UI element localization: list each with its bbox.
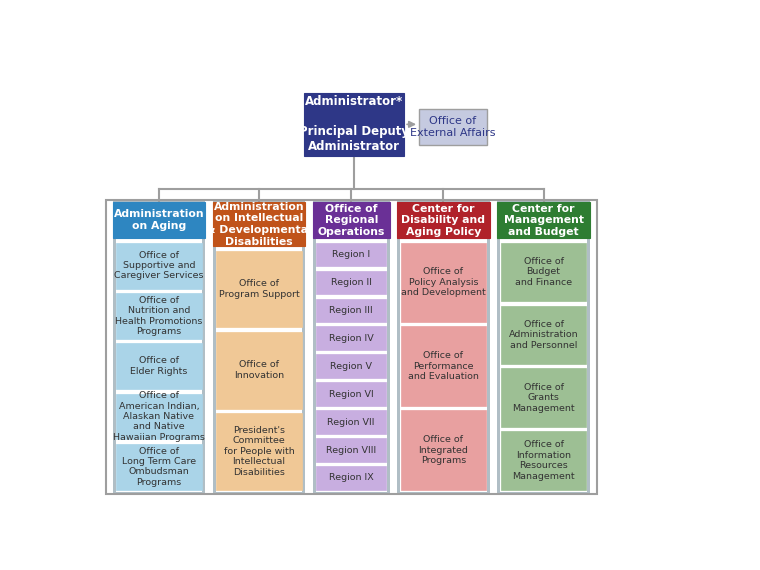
- Text: Center for
Disability and
Aging Policy: Center for Disability and Aging Policy: [401, 203, 486, 237]
- FancyBboxPatch shape: [316, 438, 386, 462]
- Text: Center for
Management
and Budget: Center for Management and Budget: [504, 203, 584, 237]
- Text: Office of
Information
Resources
Management: Office of Information Resources Manageme…: [512, 441, 575, 481]
- FancyBboxPatch shape: [501, 243, 586, 301]
- Text: Office of
American Indian,
Alaskan Native
and Native
Hawaiian Programs: Office of American Indian, Alaskan Nativ…: [113, 391, 205, 442]
- Text: Region I: Region I: [332, 250, 370, 259]
- FancyBboxPatch shape: [116, 343, 201, 389]
- FancyBboxPatch shape: [316, 327, 386, 350]
- FancyBboxPatch shape: [401, 243, 486, 322]
- FancyBboxPatch shape: [116, 393, 201, 439]
- FancyBboxPatch shape: [316, 410, 386, 434]
- Text: Office of
Supportive and
Caregiver Services: Office of Supportive and Caregiver Servi…: [114, 251, 204, 280]
- Text: Office of
Program Support: Office of Program Support: [219, 279, 299, 299]
- Text: Office of
Long Term Care
Ombudsman
Programs: Office of Long Term Care Ombudsman Progr…: [122, 447, 196, 487]
- Bar: [497, 200, 590, 494]
- FancyBboxPatch shape: [313, 202, 389, 238]
- Text: Administration
on Intellectual
& Developmental
Disabilities: Administration on Intellectual & Develop…: [206, 202, 312, 247]
- Text: Region III: Region III: [329, 306, 373, 315]
- Text: Office of
Integrated
Programs: Office of Integrated Programs: [419, 435, 468, 465]
- FancyBboxPatch shape: [316, 466, 386, 490]
- FancyBboxPatch shape: [316, 243, 386, 266]
- FancyBboxPatch shape: [397, 202, 489, 238]
- Text: Region VII: Region VII: [328, 418, 375, 426]
- FancyBboxPatch shape: [213, 202, 306, 246]
- FancyBboxPatch shape: [217, 251, 302, 327]
- FancyBboxPatch shape: [112, 202, 205, 238]
- Bar: [313, 200, 389, 494]
- Bar: [400, 202, 486, 492]
- FancyBboxPatch shape: [419, 109, 486, 145]
- Text: Administrator*

Principal Deputy
Administrator: Administrator* Principal Deputy Administ…: [299, 95, 409, 153]
- Text: Office of
Regional
Operations: Office of Regional Operations: [318, 203, 385, 237]
- Text: Office of
Innovation: Office of Innovation: [234, 360, 284, 380]
- Bar: [213, 200, 306, 494]
- Text: Office of
Elder Rights: Office of Elder Rights: [130, 356, 188, 376]
- Bar: [500, 202, 587, 492]
- FancyBboxPatch shape: [401, 327, 486, 406]
- Text: President's
Committee
for People with
Intellectual
Disabilities: President's Committee for People with In…: [223, 426, 294, 477]
- Bar: [106, 200, 597, 494]
- Text: Administration
on Aging: Administration on Aging: [113, 209, 204, 231]
- Text: Office of
Budget
and Finance: Office of Budget and Finance: [515, 257, 572, 287]
- FancyBboxPatch shape: [501, 431, 586, 490]
- Bar: [216, 202, 302, 492]
- Bar: [112, 200, 205, 494]
- FancyBboxPatch shape: [116, 444, 201, 490]
- FancyBboxPatch shape: [217, 332, 302, 409]
- FancyBboxPatch shape: [116, 293, 201, 339]
- FancyBboxPatch shape: [316, 299, 386, 322]
- Text: Region II: Region II: [331, 278, 372, 287]
- Text: Region IX: Region IX: [329, 474, 374, 482]
- Bar: [397, 200, 489, 494]
- Text: Office of
External Affairs: Office of External Affairs: [410, 116, 496, 138]
- FancyBboxPatch shape: [116, 243, 201, 288]
- Text: Region IV: Region IV: [329, 334, 374, 343]
- FancyBboxPatch shape: [401, 410, 486, 490]
- Text: Office of
Performance
and Evaluation: Office of Performance and Evaluation: [408, 351, 479, 381]
- Text: Region V: Region V: [330, 362, 372, 370]
- FancyBboxPatch shape: [304, 92, 404, 156]
- Text: Office of
Grants
Management: Office of Grants Management: [512, 382, 575, 413]
- FancyBboxPatch shape: [217, 413, 302, 490]
- FancyBboxPatch shape: [316, 355, 386, 378]
- FancyBboxPatch shape: [501, 368, 586, 427]
- Text: Office of
Policy Analysis
and Development: Office of Policy Analysis and Developmen…: [401, 267, 486, 298]
- Text: Office of
Administration
and Personnel: Office of Administration and Personnel: [508, 320, 578, 349]
- Bar: [116, 202, 202, 492]
- FancyBboxPatch shape: [316, 382, 386, 406]
- FancyBboxPatch shape: [497, 202, 590, 238]
- FancyBboxPatch shape: [316, 271, 386, 294]
- FancyBboxPatch shape: [501, 306, 586, 364]
- Text: Region VI: Region VI: [329, 390, 374, 398]
- Text: Office of
Nutrition and
Health Promotions
Programs: Office of Nutrition and Health Promotion…: [116, 296, 203, 336]
- Bar: [316, 202, 387, 492]
- Text: Region VIII: Region VIII: [326, 446, 376, 454]
